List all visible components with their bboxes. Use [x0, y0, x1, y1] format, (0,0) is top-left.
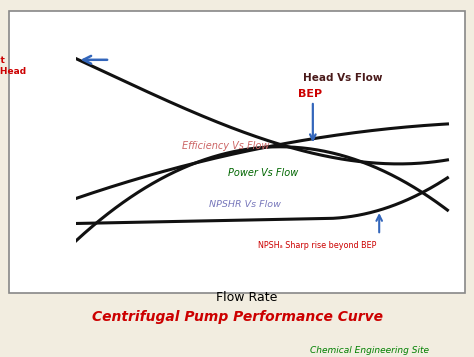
- Text: NPSHR Vs Flow: NPSHR Vs Flow: [209, 200, 281, 209]
- Text: Chemical Engineering Site: Chemical Engineering Site: [310, 346, 429, 356]
- Text: Shut
Off Head: Shut Off Head: [0, 56, 26, 76]
- Text: Head Vs Flow: Head Vs Flow: [303, 73, 383, 83]
- Bar: [9, 11, 465, 293]
- Text: Flow Rate: Flow Rate: [216, 291, 277, 304]
- Text: Centrifugal Pump Performance Curve: Centrifugal Pump Performance Curve: [91, 310, 383, 324]
- Text: BEP: BEP: [298, 89, 322, 99]
- Text: NPSHₐ Sharp rise beyond BEP: NPSHₐ Sharp rise beyond BEP: [258, 241, 376, 251]
- Text: Power Vs Flow: Power Vs Flow: [228, 168, 298, 178]
- Text: Efficiency Vs Flow: Efficiency Vs Flow: [182, 141, 269, 151]
